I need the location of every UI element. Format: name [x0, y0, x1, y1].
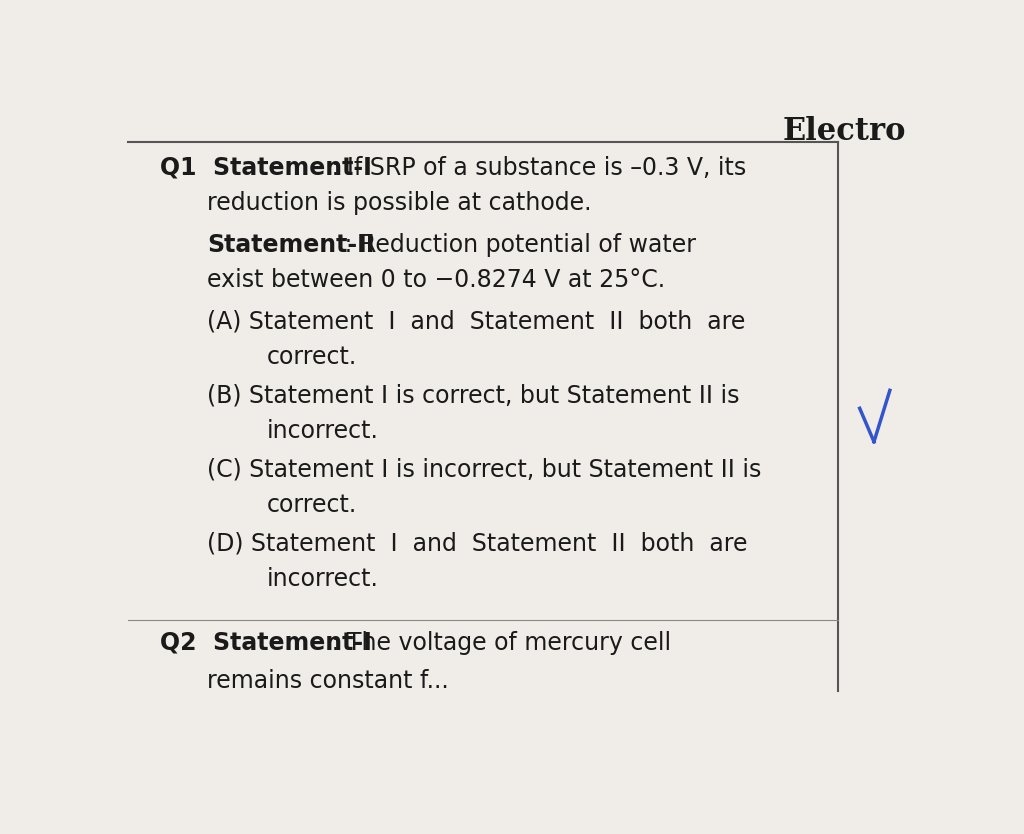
Text: correct.: correct. — [267, 345, 357, 369]
Text: Statement-II: Statement-II — [207, 233, 375, 257]
Text: : Reduction potential of water: : Reduction potential of water — [337, 233, 696, 257]
Text: Q2  Statement-I: Q2 Statement-I — [160, 631, 372, 655]
Text: remains constant f...: remains constant f... — [207, 669, 450, 693]
Text: (B) Statement I is correct, but Statement II is: (B) Statement I is correct, but Statemen… — [207, 384, 740, 408]
Text: (A) Statement  I  and  Statement  II  both  are: (A) Statement I and Statement II both ar… — [207, 309, 745, 334]
Text: (C) Statement I is incorrect, but Statement II is: (C) Statement I is incorrect, but Statem… — [207, 457, 762, 481]
Text: incorrect.: incorrect. — [267, 419, 379, 443]
Text: (D) Statement  I  and  Statement  II  both  are: (D) Statement I and Statement II both ar… — [207, 531, 748, 555]
Text: : The voltage of mercury cell: : The voltage of mercury cell — [324, 631, 671, 655]
Text: reduction is possible at cathode.: reduction is possible at cathode. — [207, 191, 592, 215]
Text: : If SRP of a substance is –0.3 V, its: : If SRP of a substance is –0.3 V, its — [324, 155, 746, 179]
Text: Q1  Statement-I: Q1 Statement-I — [160, 155, 372, 179]
Text: incorrect.: incorrect. — [267, 566, 379, 590]
Text: exist between 0 to −0.8274 V at 25°C.: exist between 0 to −0.8274 V at 25°C. — [207, 268, 666, 292]
Text: Electro: Electro — [782, 116, 905, 147]
Text: correct.: correct. — [267, 493, 357, 516]
